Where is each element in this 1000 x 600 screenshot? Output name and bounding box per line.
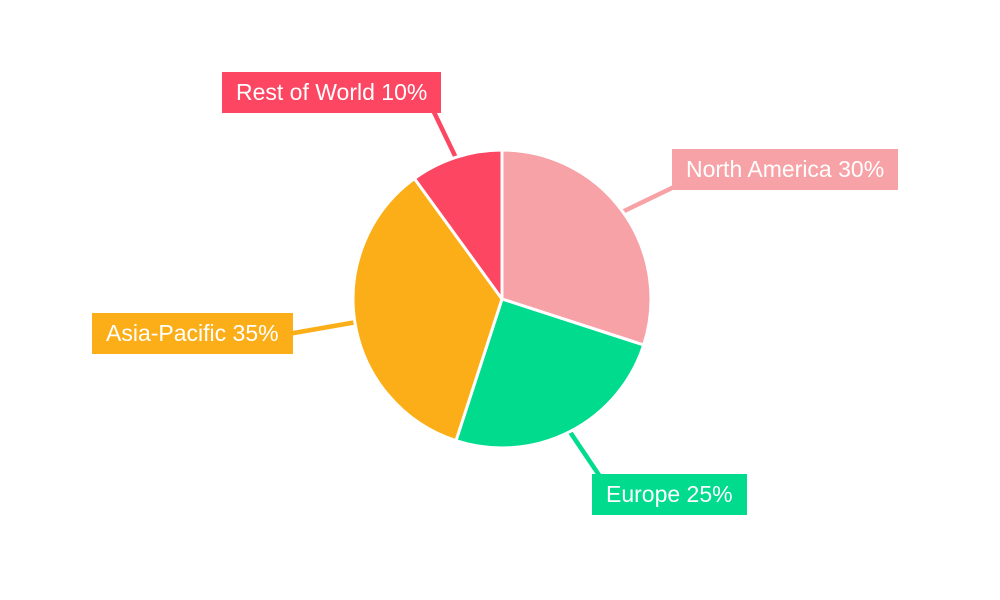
callout-line-europe [566,428,603,480]
callout-line-north-america [619,183,677,215]
pie-slice-asia-pacific [351,177,504,443]
callout-label-rest-of-world: Rest of World 10% [222,72,442,113]
callout-text-north-america: North America 30% [686,156,885,182]
callout-leader-lines [287,107,677,480]
pie-slice-europe [454,297,646,450]
callout-text-rest-of-world: Rest of World 10% [236,79,428,105]
callout-line-asia-pacific [287,319,358,337]
callout-label-north-america: North America 30% [672,149,899,190]
callout-label-europe: Europe 25% [592,474,747,515]
pie-slice-north-america [500,148,653,347]
callout-line-rest-of-world [429,107,459,161]
callout-label-asia-pacific: Asia-Pacific 35% [92,313,293,354]
callout-text-europe: Europe 25% [606,481,733,507]
pie-slice-rest-of-world [412,148,504,301]
pie-slices [351,148,653,450]
callout-text-asia-pacific: Asia-Pacific 35% [106,320,279,346]
